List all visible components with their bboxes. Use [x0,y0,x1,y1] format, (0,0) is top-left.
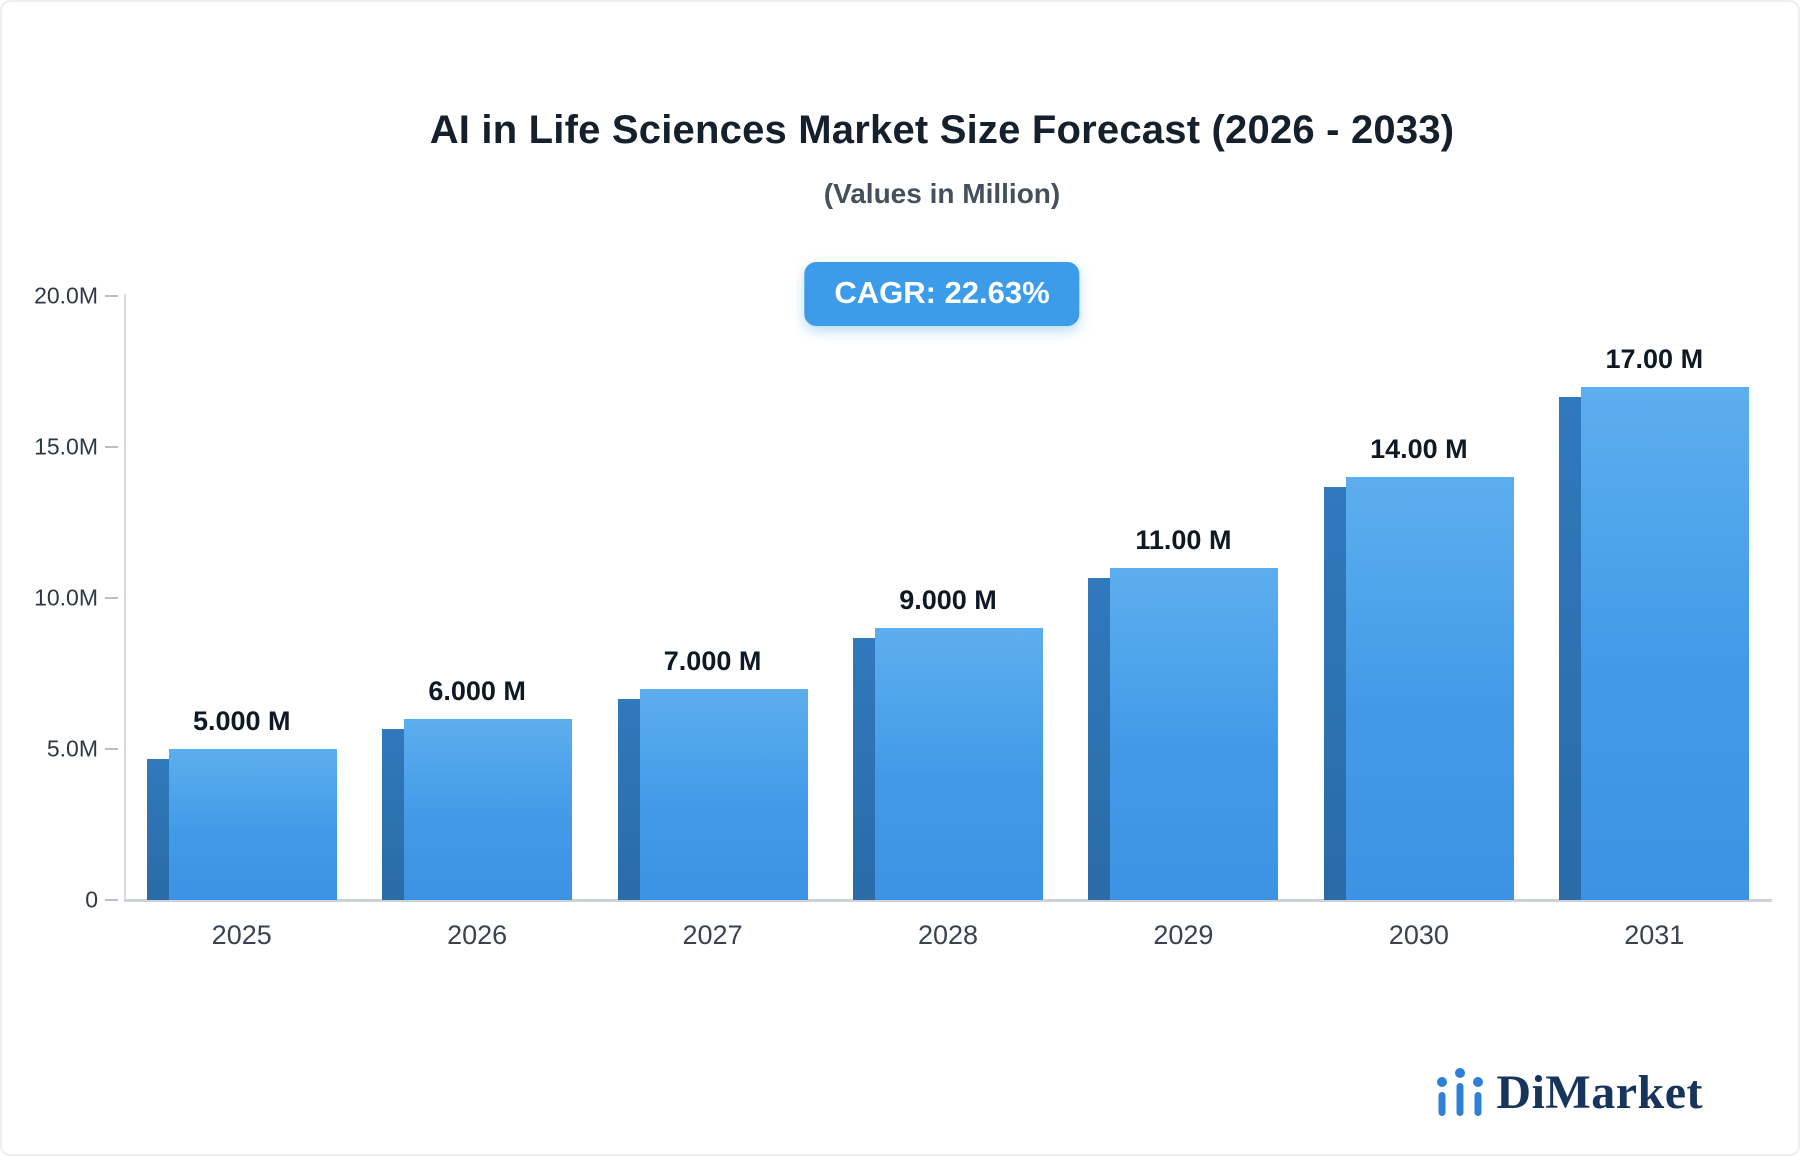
chart-title: AI in Life Sciences Market Size Forecast… [429,108,1455,152]
bar-face [168,749,337,900]
bar-face [404,719,573,900]
bar-face [1581,387,1750,900]
cagr-badge: CAGR: 22.63% [804,262,1080,326]
bar-value-label: 6.000 M [428,676,526,706]
bar-2031 [1559,387,1750,900]
y-axis-tick-mark [105,446,118,448]
bar-side-shade [617,699,640,900]
y-axis-tick-mark [105,597,118,599]
bar-face [639,689,808,900]
bar-side-shade [1323,487,1346,900]
x-axis-label: 2026 [447,920,508,950]
bar-value-label: 9.000 M [899,585,997,615]
y-axis-tick-label: 5.0M [46,735,98,762]
bar-face [1110,568,1279,900]
bar-side-shade [146,759,169,900]
bar-2027 [617,689,808,900]
bar-2025 [146,749,337,900]
dimarket-bars-icon [1437,1067,1484,1116]
bar-face [1345,477,1514,900]
y-axis-tick-label: 10.0M [34,584,98,611]
x-axis-label: 2031 [1624,920,1685,950]
x-axis-label: 2030 [1388,920,1449,950]
bar-2030 [1323,477,1514,900]
dimarket-logo-text: DiMarket [1496,1066,1703,1119]
chart-subtitle: (Values in Million) [823,178,1061,209]
y-axis-line [124,294,126,900]
y-axis-tick-mark [105,899,118,901]
bar-side-shade [1559,397,1582,900]
bar-2029 [1088,568,1279,900]
x-axis-label: 2028 [917,920,979,950]
bar-2028 [853,628,1043,900]
bar-side-shade [853,638,875,900]
dimarket-logo: DiMarket [1435,1065,1703,1120]
y-axis-tick-mark [105,295,118,297]
y-axis-tick-mark [105,748,118,750]
x-axis-label: 2027 [682,920,743,950]
y-axis-tick-label: 20.0M [34,282,98,309]
bar-value-label: 7.000 M [663,646,762,676]
x-axis-label: 2025 [211,920,272,950]
bar-2026 [382,719,573,900]
y-axis-tick-label: 0 [85,886,98,913]
bar-value-label: 11.00 M [1135,525,1232,555]
bar-value-label: 5.000 M [192,706,291,736]
bar-value-label: 14.00 M [1370,434,1468,464]
bar-face [875,628,1043,900]
x-axis-baseline [124,899,1772,902]
y-axis-tick-label: 15.0M [34,433,98,460]
x-axis-label: 2029 [1153,920,1214,950]
bar-value-label: 17.00 M [1605,344,1704,374]
bar-side-shade [1088,578,1111,900]
plot-area: 0 5.0M 10.0M 15.0M 20.0M 5.000 M 2025 6.000 M 20… [34,283,1772,950]
bar-side-shade [382,729,405,900]
